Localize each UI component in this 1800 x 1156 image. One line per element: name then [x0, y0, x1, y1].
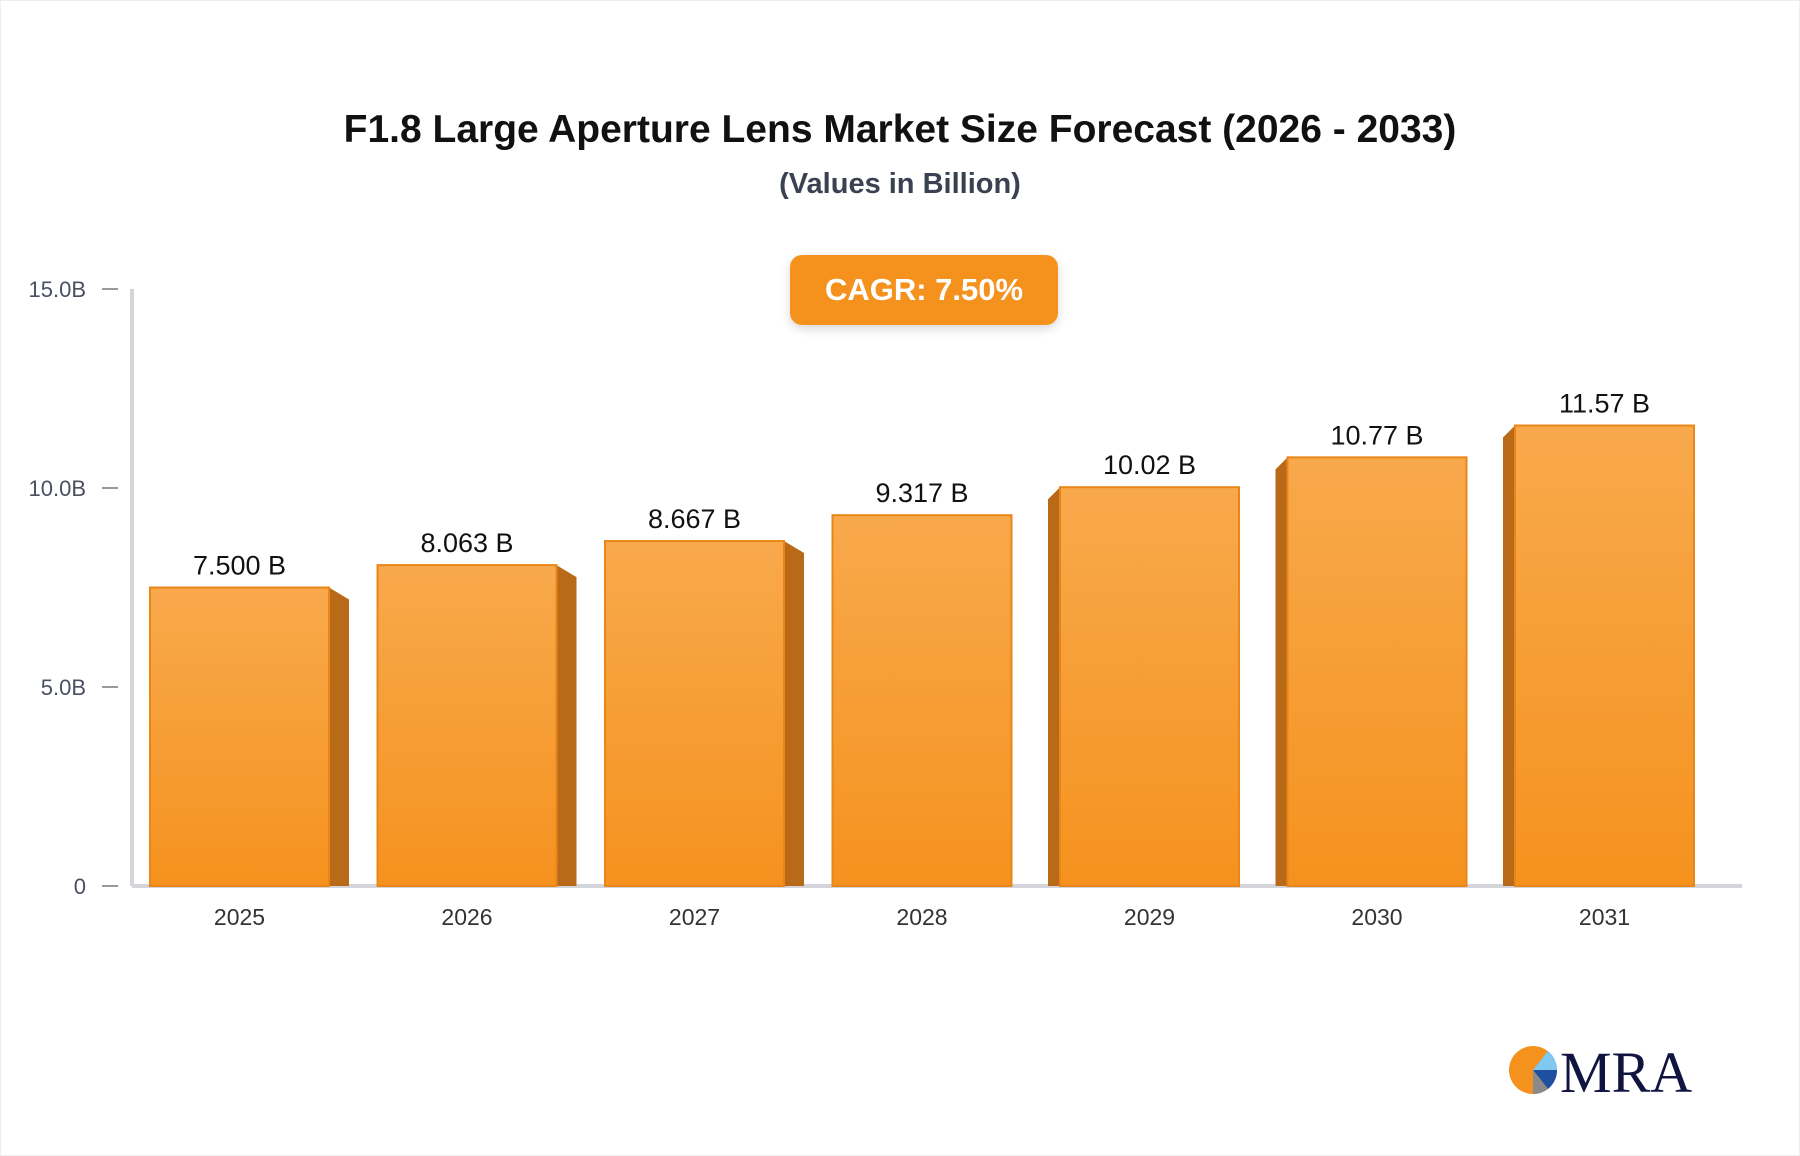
data-label: 11.57 B — [1559, 389, 1650, 419]
logo-text: MRA — [1560, 1040, 1692, 1100]
x-tick-label: 2028 — [896, 904, 947, 930]
x-tick-label: 2031 — [1579, 904, 1630, 930]
data-label: 10.77 B — [1330, 420, 1423, 450]
bar-side — [329, 587, 349, 886]
chart-subtitle: (Values in Billion) — [779, 168, 1021, 200]
bar-side — [784, 541, 804, 886]
x-tick-label: 2027 — [669, 904, 720, 930]
mra-logo: MRA — [1509, 1040, 1692, 1100]
bar-2028 — [831, 514, 1013, 887]
y-tick-label: 5.0B — [41, 675, 86, 700]
bar-side — [1275, 457, 1288, 886]
y-tick-label: 15.0B — [29, 277, 87, 302]
data-label: 9.317 B — [875, 478, 968, 508]
cagr-badge: CAGR: 7.50% — [790, 255, 1058, 325]
bar-side — [1503, 425, 1515, 886]
data-label: 8.667 B — [648, 504, 741, 534]
y-tick-label: 0 — [74, 874, 86, 899]
y-tick-label: 10.0B — [29, 476, 87, 501]
data-label: 8.063 B — [420, 528, 513, 558]
bar-side — [556, 565, 577, 886]
data-label: 10.02 B — [1103, 450, 1196, 480]
x-tick-label: 2025 — [214, 904, 265, 930]
x-tick-label: 2029 — [1124, 904, 1175, 930]
x-tick-label: 2026 — [441, 904, 492, 930]
bar-2029 — [1059, 486, 1240, 887]
bar-2030 — [1286, 456, 1468, 887]
x-tick-label: 2030 — [1351, 904, 1402, 930]
data-label: 7.500 B — [193, 551, 286, 581]
bar-side — [1048, 487, 1060, 886]
bar-2031 — [1514, 424, 1695, 887]
bar-2026 — [376, 564, 558, 887]
bar-2025 — [149, 586, 330, 887]
bar-2027 — [604, 540, 785, 887]
chart-title: F1.8 Large Aperture Lens Market Size For… — [343, 108, 1457, 151]
